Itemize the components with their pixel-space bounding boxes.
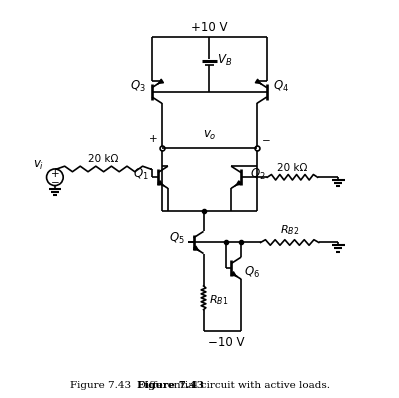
Text: $v_i$: $v_i$: [33, 159, 44, 172]
Text: $Q_4$: $Q_4$: [273, 79, 289, 94]
Text: $Q_3$: $Q_3$: [130, 79, 146, 94]
Text: $Q_1$: $Q_1$: [133, 166, 149, 181]
Text: +10 V: +10 V: [191, 21, 228, 34]
Text: Figure 7.43: Figure 7.43: [137, 381, 204, 390]
Text: $Q_6$: $Q_6$: [244, 265, 261, 280]
Text: $v_o$: $v_o$: [203, 129, 216, 142]
Text: $-$: $-$: [50, 176, 60, 186]
Text: $R_{B1}$: $R_{B1}$: [209, 293, 228, 307]
Text: 20 kΩ: 20 kΩ: [89, 154, 119, 164]
Text: $Q_5$: $Q_5$: [169, 231, 185, 246]
Text: $V_B$: $V_B$: [217, 53, 233, 68]
Text: 20 kΩ: 20 kΩ: [277, 162, 308, 172]
Text: $-$: $-$: [261, 134, 271, 144]
Text: $Q_2$: $Q_2$: [250, 166, 265, 181]
Text: −10 V: −10 V: [208, 336, 245, 349]
Text: $R_{B2}$: $R_{B2}$: [280, 223, 299, 237]
Text: +: +: [51, 168, 59, 179]
Text: Figure 7.43  Differential circuit with active loads.: Figure 7.43 Differential circuit with ac…: [69, 381, 330, 390]
Text: +: +: [149, 134, 158, 144]
